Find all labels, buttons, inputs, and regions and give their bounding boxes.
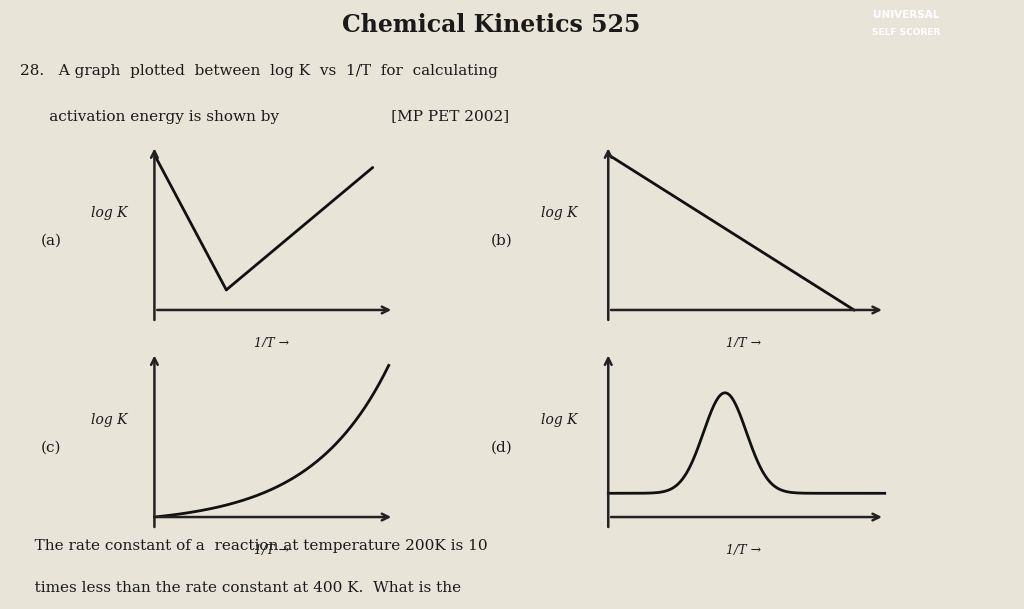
- Text: (a): (a): [41, 234, 61, 247]
- Text: (b): (b): [490, 234, 513, 247]
- Text: activation energy is shown by                       [MP PET 2002]: activation energy is shown by [MP PET 20…: [20, 110, 510, 124]
- Text: UNIVERSAL: UNIVERSAL: [873, 10, 939, 19]
- Text: (c): (c): [41, 441, 61, 454]
- Text: log K: log K: [91, 414, 128, 427]
- Text: log K: log K: [541, 414, 578, 427]
- Text: SELF SCORER: SELF SCORER: [872, 29, 940, 37]
- Text: 1/T →: 1/T →: [254, 544, 289, 557]
- Text: 1/T →: 1/T →: [726, 337, 761, 350]
- Text: The rate constant of a  reaction at temperature 200K is 10: The rate constant of a reaction at tempe…: [20, 540, 488, 554]
- Text: log K: log K: [541, 206, 578, 220]
- Text: 28.   A graph  plotted  between  log K  vs  1/T  for  calculating: 28. A graph plotted between log K vs 1/T…: [20, 64, 499, 78]
- Text: Chemical Kinetics 525: Chemical Kinetics 525: [342, 13, 641, 37]
- Text: log K: log K: [91, 206, 128, 220]
- Text: 1/T →: 1/T →: [726, 544, 761, 557]
- Text: times less than the rate constant at 400 K.  What is the: times less than the rate constant at 400…: [20, 581, 462, 595]
- Text: (d): (d): [490, 441, 513, 454]
- Text: 1/T →: 1/T →: [254, 337, 289, 350]
